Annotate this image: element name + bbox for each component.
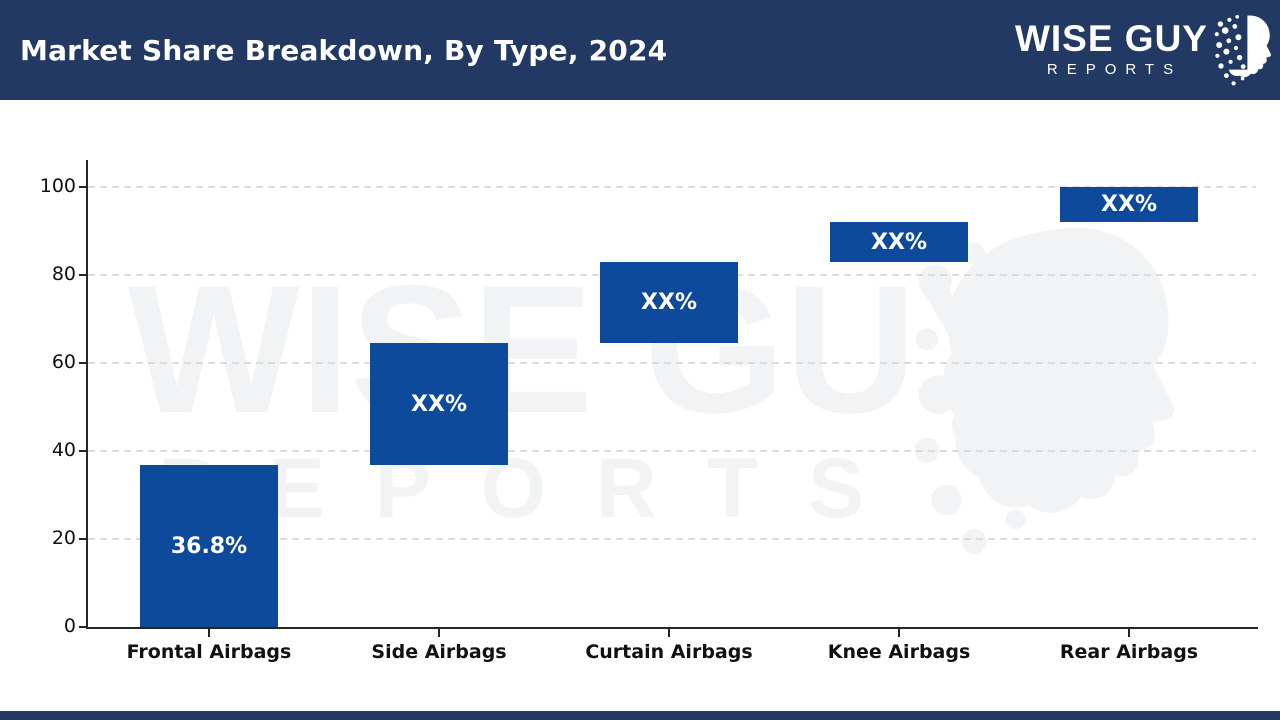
- x-tick-mark: [208, 629, 210, 637]
- y-axis-tick-label: 20: [51, 527, 76, 549]
- logo-subtitle: REPORTS: [1046, 61, 1183, 78]
- bar-value-label: XX%: [871, 229, 927, 255]
- y-tick-mark: [79, 626, 88, 628]
- gridline-20: [88, 538, 1256, 540]
- y-tick-mark: [79, 274, 88, 277]
- bar-value-label: XX%: [1101, 192, 1157, 218]
- bar-side-airbags: XX%: [370, 343, 508, 466]
- bar-value-label: XX%: [411, 391, 467, 417]
- y-tick-mark: [79, 450, 88, 453]
- gridline-40: [88, 450, 1256, 453]
- watermark-head-icon: [914, 228, 1175, 554]
- x-axis-category-label: Side Airbags: [371, 641, 507, 663]
- x-tick-mark: [898, 629, 900, 637]
- y-axis-tick-label: 0: [63, 615, 76, 637]
- footer-bar: [0, 711, 1280, 720]
- y-tick-mark: [79, 538, 88, 540]
- x-tick-mark: [668, 629, 670, 637]
- bar-value-label: XX%: [641, 290, 697, 316]
- y-axis-line: [86, 160, 88, 629]
- page-title: Market Share Breakdown, By Type, 2024: [20, 33, 668, 67]
- bar-rear-airbags: XX%: [1060, 187, 1198, 223]
- waterfall-chart: 0 20 40 60 80 100 36.8% Frontal Airbags XX% Side …: [0, 100, 1280, 711]
- x-axis-category-label: Frontal Airbags: [126, 641, 292, 663]
- gridline-100: [88, 186, 1256, 189]
- y-axis-tick-label: 80: [51, 263, 76, 286]
- y-tick-mark: [79, 186, 88, 189]
- watermark-wordmark: WISE GUY: [128, 247, 1039, 451]
- y-axis-tick-label: 100: [39, 175, 76, 198]
- logo-text: WISE GUY REPORTS: [1015, 20, 1208, 78]
- y-tick-mark: [79, 362, 88, 365]
- bar-curtain-airbags: XX%: [600, 261, 738, 344]
- header-bar: Market Share Breakdown, By Type, 2024: [0, 0, 1280, 100]
- logo-wordmark: WISE GUY: [1014, 18, 1208, 59]
- x-axis-category-label: Curtain Airbags: [585, 641, 753, 663]
- y-axis-tick-label: 40: [51, 439, 76, 462]
- y-axis-tick-label: 60: [51, 351, 76, 374]
- wise-guy-reports-logo: WISE GUY REPORTS: [1015, 8, 1272, 92]
- bar-frontal-airbags: 36.8%: [140, 465, 278, 627]
- x-tick-mark: [438, 629, 440, 637]
- bar-value-label: 36.8%: [170, 533, 248, 559]
- x-axis-line: [86, 627, 1258, 629]
- x-tick-mark: [1128, 629, 1130, 637]
- logo-head-icon: [1214, 15, 1271, 86]
- x-axis-category-label: Rear Airbags: [1059, 641, 1199, 663]
- x-axis-category-label: Knee Airbags: [827, 641, 971, 663]
- gridline-60: [88, 362, 1256, 365]
- bar-knee-airbags: XX%: [830, 222, 968, 262]
